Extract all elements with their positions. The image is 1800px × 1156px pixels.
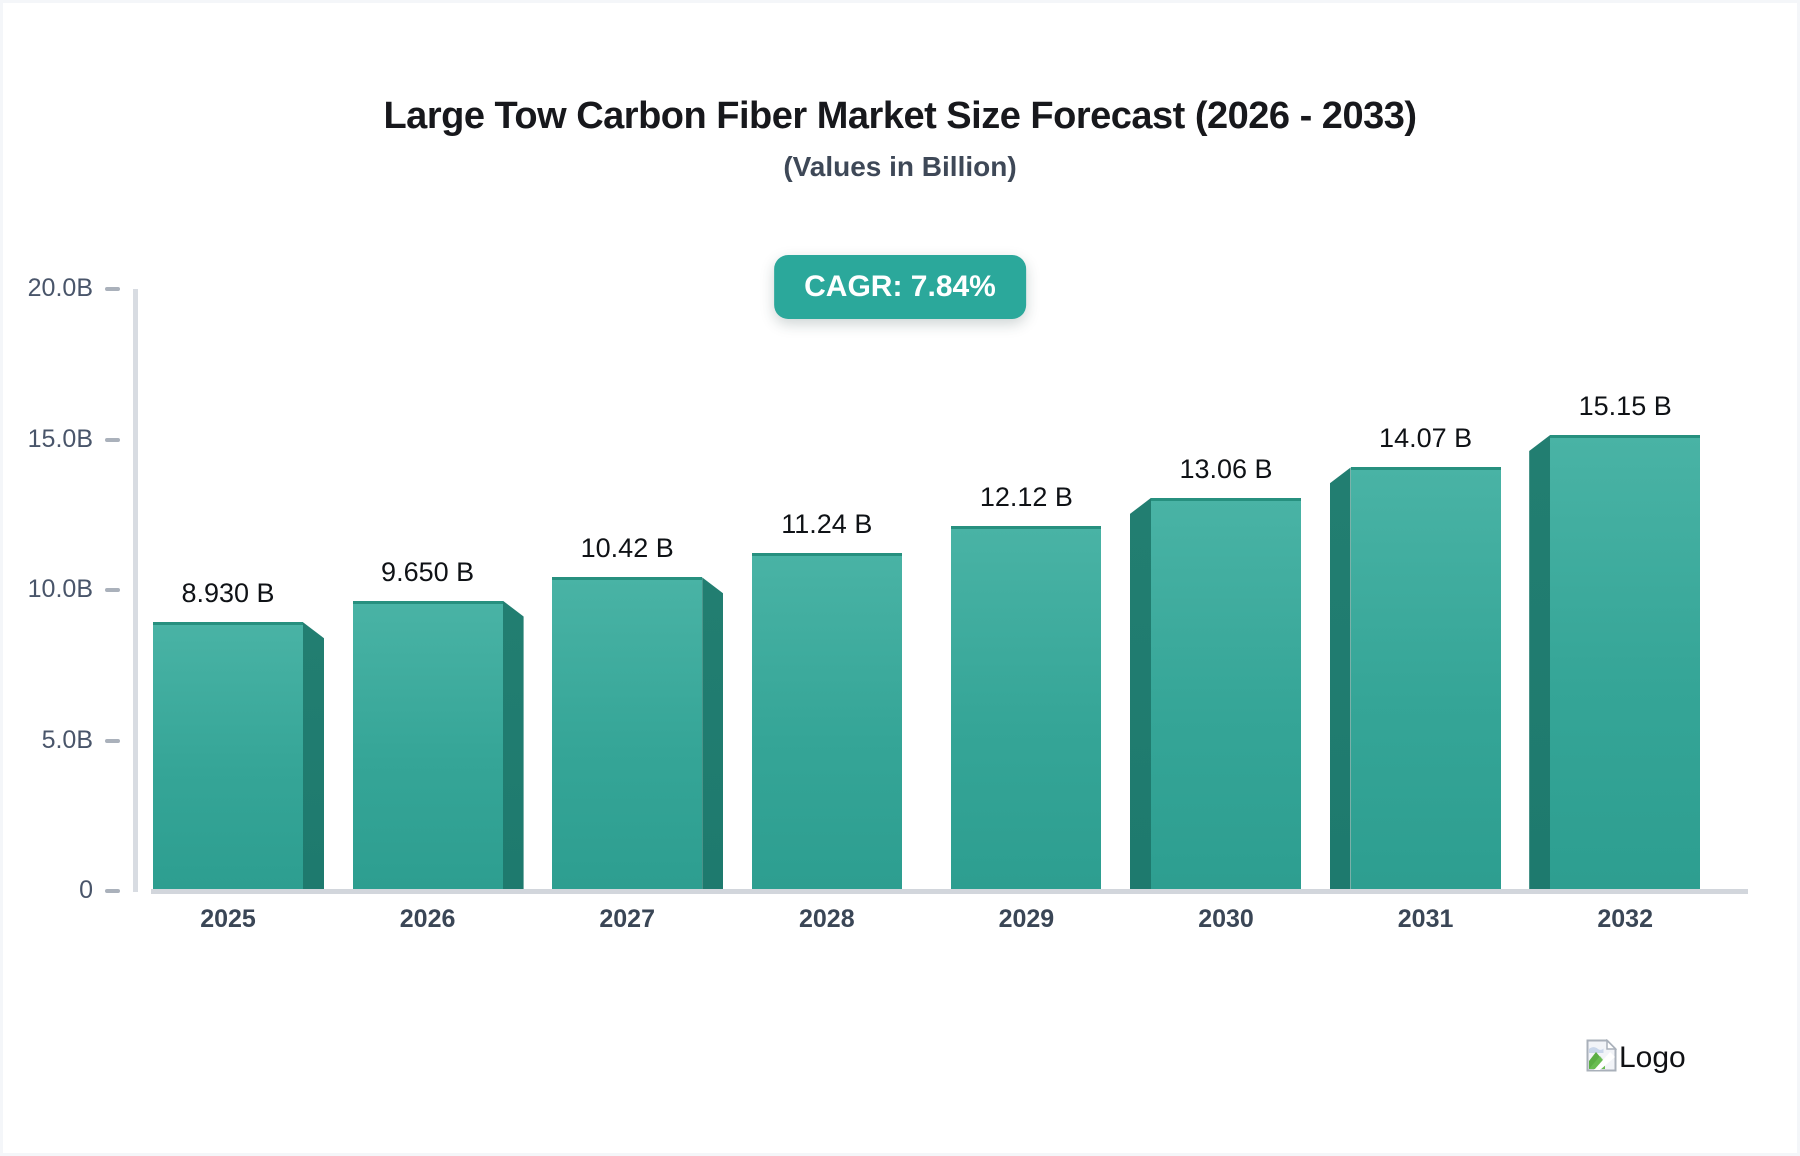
x-tick-label-2028: 2028 <box>798 905 855 933</box>
x-tick-label-2030: 2030 <box>1198 905 1254 933</box>
y-tick-mark <box>105 738 120 743</box>
logo: Logo <box>1586 1038 1686 1077</box>
y-axis-line <box>133 289 138 892</box>
bar-2025 <box>153 622 303 891</box>
bar-2032-side-face <box>1529 434 1551 891</box>
y-tick-label: 20.0B <box>27 274 93 302</box>
bar-2031 <box>1350 467 1501 891</box>
y-tick-mark <box>105 437 120 442</box>
x-tick-label-2031: 2031 <box>1397 905 1454 933</box>
y-tick-label: 10.0B <box>27 575 93 603</box>
cagr-badge: CAGR: 7.84% <box>774 255 1026 319</box>
bar-2030 <box>1151 497 1301 891</box>
bar-value-label: 8.930 B <box>181 578 275 609</box>
bar-value-label: 11.24 B <box>781 508 873 539</box>
bar-2027 <box>552 577 703 891</box>
chart-subtitle: (Values in Billion) <box>783 151 1017 182</box>
bar-2029 <box>951 526 1102 891</box>
chart-title: Large Tow Carbon Fiber Market Size Forec… <box>383 95 1417 137</box>
bar-value-label: 14.07 B <box>1379 423 1473 454</box>
y-tick-label: 15.0B <box>27 424 93 453</box>
bar-2026 <box>352 600 503 891</box>
x-axis-line <box>151 889 1748 894</box>
bar-value-label: 15.15 B <box>1578 390 1672 421</box>
x-tick-label-2026: 2026 <box>399 905 456 933</box>
bar-value-label: 9.650 B <box>381 556 475 587</box>
broken-image-icon <box>1586 1038 1618 1077</box>
bar-2028 <box>751 552 902 891</box>
x-tick-label-2027: 2027 <box>599 905 655 933</box>
y-tick-label: 0 <box>79 876 93 904</box>
bar-value-label: 10.42 B <box>580 533 674 564</box>
x-tick-label-2025: 2025 <box>200 905 256 933</box>
y-tick-mark <box>105 287 120 291</box>
y-tick-mark <box>105 889 120 893</box>
bar-value-label: 13.06 B <box>1179 453 1273 484</box>
bar-2025-side-face <box>303 622 324 891</box>
bar-2026-side-face <box>502 600 524 891</box>
x-tick-label-2032: 2032 <box>1597 905 1653 933</box>
bar-2031-side-face <box>1329 467 1351 891</box>
x-tick-label-2029: 2029 <box>998 905 1055 933</box>
bar-value-label: 12.12 B <box>979 482 1073 513</box>
y-tick-mark <box>105 588 120 592</box>
logo-alt-text: Logo <box>1619 1041 1686 1074</box>
bar-2030-side-face <box>1130 497 1151 891</box>
y-tick-label: 5.0B <box>41 725 93 754</box>
bar-2032 <box>1550 434 1701 891</box>
bar-2027-side-face <box>702 577 724 891</box>
